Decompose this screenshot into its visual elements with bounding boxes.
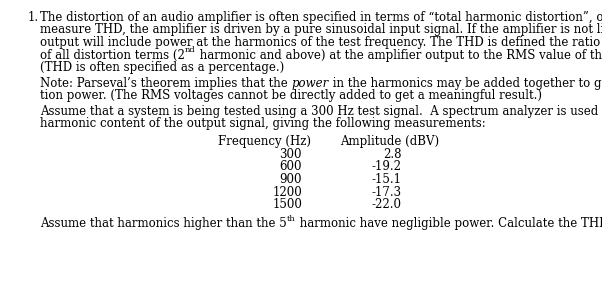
Text: Assume that harmonics higher than the 5: Assume that harmonics higher than the 5 — [40, 218, 287, 230]
Text: harmonic have negligible power. Calculate the THD of the amplifier.: harmonic have negligible power. Calculat… — [296, 218, 602, 230]
Text: Note: Parseval’s theorem implies that the: Note: Parseval’s theorem implies that th… — [40, 76, 291, 89]
Text: power: power — [291, 76, 329, 89]
Text: of all distortion terms (2: of all distortion terms (2 — [40, 49, 185, 61]
Text: 1500: 1500 — [272, 198, 302, 211]
Text: Amplitude (dBV): Amplitude (dBV) — [340, 134, 439, 148]
Text: (THD is often specified as a percentage.): (THD is often specified as a percentage.… — [40, 61, 284, 74]
Text: 2.8: 2.8 — [383, 148, 402, 161]
Text: harmonic content of the output signal, giving the following measurements:: harmonic content of the output signal, g… — [40, 117, 486, 130]
Text: nd: nd — [185, 46, 196, 54]
Text: -22.0: -22.0 — [372, 198, 402, 211]
Text: 300: 300 — [279, 148, 302, 161]
Text: 1200: 1200 — [272, 186, 302, 198]
Text: output will include power at the harmonics of the test frequency. The THD is def: output will include power at the harmoni… — [40, 36, 602, 49]
Text: tion power. (The RMS voltages cannot be directly added to get a meaningful resul: tion power. (The RMS voltages cannot be … — [40, 89, 542, 102]
Text: Assume that a system is being tested using a 300 Hz test signal.  A spectrum ana: Assume that a system is being tested usi… — [40, 104, 602, 118]
Text: th: th — [287, 215, 296, 223]
Text: in the harmonics may be added together to get the total distor-: in the harmonics may be added together t… — [329, 76, 602, 89]
Text: -19.2: -19.2 — [372, 161, 402, 173]
Text: -15.1: -15.1 — [372, 173, 402, 186]
Text: Frequency (Hz): Frequency (Hz) — [218, 134, 311, 148]
Text: harmonic and above) at the amplifier output to the RMS value of the fundamental.: harmonic and above) at the amplifier out… — [196, 49, 602, 61]
Text: The distortion of an audio amplifier is often specified in terms of “total harmo: The distortion of an audio amplifier is … — [40, 11, 602, 24]
Text: 900: 900 — [279, 173, 302, 186]
Text: 1.: 1. — [28, 11, 39, 24]
Text: -17.3: -17.3 — [372, 186, 402, 198]
Text: measure THD, the amplifier is driven by a pure sinusoidal input signal. If the a: measure THD, the amplifier is driven by … — [40, 24, 602, 36]
Text: 600: 600 — [279, 161, 302, 173]
